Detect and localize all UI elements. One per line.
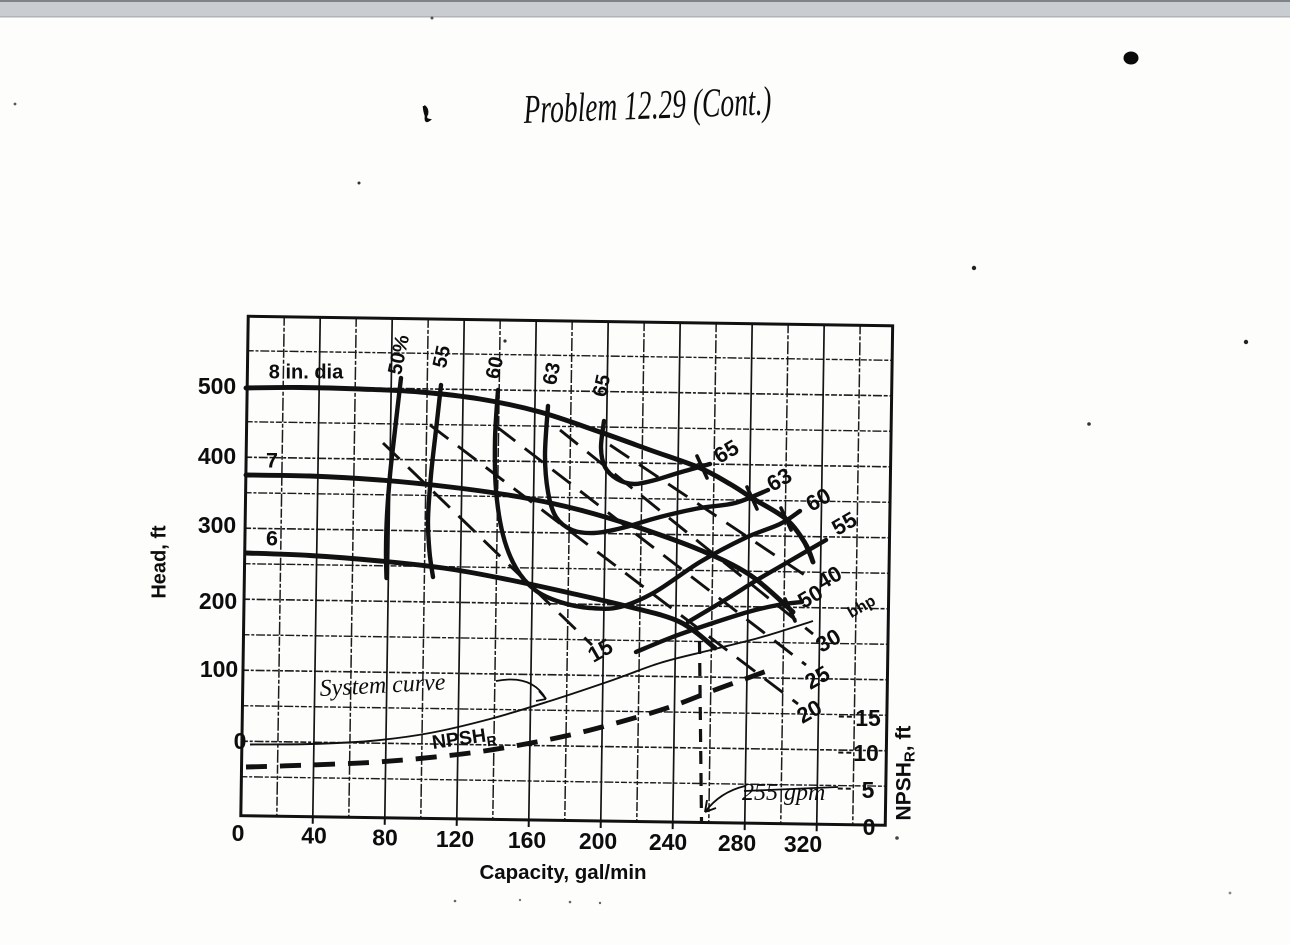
svg-text:400: 400 (198, 443, 236, 469)
svg-text:8 in. dia: 8 in. dia (269, 362, 344, 384)
svg-text:60: 60 (482, 355, 508, 381)
svg-text:NPSHR, ft: NPSHR, ft (893, 726, 919, 821)
svg-text:Head, ft: Head, ft (149, 525, 171, 599)
svg-text:55: 55 (429, 344, 455, 370)
svg-text:300: 300 (198, 512, 236, 538)
svg-text:10: 10 (853, 740, 879, 766)
svg-text:200: 200 (579, 828, 617, 854)
svg-text:65: 65 (589, 373, 615, 399)
svg-text:40: 40 (301, 823, 327, 849)
svg-text:280: 280 (718, 830, 756, 856)
svg-text:Capacity, gal/min: Capacity, gal/min (479, 861, 646, 884)
svg-text:500: 500 (198, 373, 236, 399)
svg-text:6: 6 (266, 527, 278, 551)
svg-text:0: 0 (234, 728, 247, 754)
svg-text:80: 80 (372, 825, 398, 851)
svg-text:0: 0 (863, 814, 876, 840)
svg-text:120: 120 (436, 826, 474, 852)
svg-text:63: 63 (539, 361, 565, 387)
svg-text:15: 15 (855, 705, 881, 731)
svg-text:200: 200 (199, 588, 237, 614)
svg-text:240: 240 (649, 829, 687, 855)
svg-text:Problem 12.29 (Cont.): Problem 12.29 (Cont.) (522, 77, 772, 132)
svg-text:100: 100 (200, 656, 238, 682)
svg-text:7: 7 (266, 449, 278, 473)
svg-text:320: 320 (784, 831, 822, 857)
svg-text:255 gpm: 255 gpm (742, 780, 825, 806)
svg-text:0: 0 (232, 820, 245, 846)
svg-text:5: 5 (862, 777, 875, 803)
svg-text:160: 160 (508, 827, 546, 853)
